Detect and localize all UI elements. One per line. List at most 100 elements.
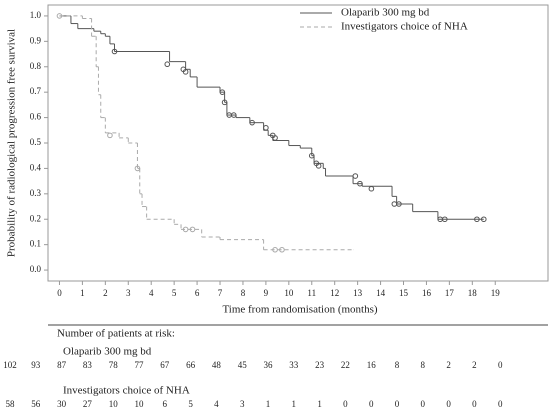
x-tick-label: 11: [307, 288, 316, 298]
risk-count: 10: [109, 399, 119, 409]
risk-count: 83: [83, 360, 93, 370]
legend-label: Investigators choice of NHA: [341, 21, 468, 33]
plot-frame: [47, 4, 549, 282]
censor-mark: [352, 173, 359, 179]
risk-count: 27: [83, 399, 93, 409]
censor-mark: [189, 226, 196, 233]
censor-mark: [249, 119, 255, 126]
risk-count: 67: [160, 360, 170, 370]
risk-count: 1: [317, 399, 322, 409]
censor-mark: [480, 216, 487, 223]
risk-count: 0: [498, 360, 503, 370]
risk-table-title: Number of patients at risk:: [57, 328, 175, 340]
x-tick-label: 18: [468, 288, 478, 298]
y-tick-label: 0.2: [30, 213, 41, 223]
risk-count: 4: [214, 399, 219, 409]
risk-count: 0: [395, 399, 400, 409]
x-tick-label: 3: [126, 288, 131, 298]
risk-count: 30: [57, 399, 67, 409]
risk-count: 2: [472, 360, 477, 370]
x-tick-label: 15: [399, 288, 409, 298]
y-axis-label: Probability of radiological progression …: [6, 29, 18, 257]
risk-count: 0: [446, 399, 451, 409]
risk-count: 78: [109, 360, 119, 370]
y-tick-label: 0.4: [30, 162, 42, 172]
x-tick-label: 16: [422, 288, 432, 298]
y-tick-label: 1.0: [30, 10, 42, 20]
risk-count: 8: [421, 360, 426, 370]
x-tick-label: 7: [218, 288, 223, 298]
censor-mark: [134, 165, 141, 172]
risk-row-name: Investigators choice of NHA: [63, 385, 190, 397]
risk-count: 0: [498, 399, 503, 409]
censor-mark: [308, 152, 315, 159]
censor-mark: [263, 124, 269, 131]
x-tick-label: 17: [445, 288, 455, 298]
censor-mark: [368, 185, 375, 192]
y-tick-label: 0.0: [30, 264, 42, 274]
risk-count: 58: [6, 399, 16, 409]
risk-count: 77: [135, 360, 145, 370]
x-tick-label: 6: [195, 288, 200, 298]
censor-mark: [182, 69, 189, 75]
censor-mark: [221, 99, 228, 106]
x-tick-label: 1: [80, 288, 85, 298]
risk-count: 87: [57, 360, 67, 370]
risk-count: 48: [212, 360, 222, 370]
risk-count: 36: [264, 360, 274, 370]
risk-count: 23: [315, 360, 325, 370]
risk-count: 22: [341, 360, 350, 370]
risk-count: 0: [343, 399, 348, 409]
x-tick-label: 10: [284, 288, 294, 298]
x-axis-label: Time from randomisation (months): [222, 304, 377, 316]
x-tick-label: 4: [149, 288, 154, 298]
y-tick-label: 0.7: [30, 86, 42, 96]
censor-mark: [107, 132, 113, 139]
legend-label: Olaparib 300 mg bd: [341, 7, 430, 19]
y-tick-label: 0.8: [30, 61, 42, 71]
risk-count: 93: [31, 360, 41, 370]
censor-mark: [474, 216, 480, 223]
x-tick-label: 2: [103, 288, 108, 298]
y-tick-label: 0.9: [30, 35, 42, 45]
risk-count: 5: [188, 399, 193, 409]
censor-mark: [182, 226, 189, 233]
censor-mark: [219, 89, 226, 95]
y-tick-label: 0.1: [30, 239, 41, 249]
risk-count: 16: [367, 360, 377, 370]
y-tick-label: 0.3: [30, 188, 42, 198]
censor-mark: [164, 61, 171, 68]
censor-mark: [396, 201, 402, 207]
censor-mark: [357, 180, 363, 187]
x-tick-label: 0: [57, 288, 62, 298]
risk-count: 56: [31, 399, 41, 409]
risk-count: 10: [135, 399, 145, 409]
risk-count: 33: [289, 360, 299, 370]
censor-mark: [272, 135, 278, 141]
x-tick-label: 19: [491, 288, 501, 298]
x-tick-label: 13: [353, 288, 363, 298]
risk-count: 66: [186, 360, 196, 370]
risk-count: 102: [3, 360, 17, 370]
risk-count: 1: [292, 399, 297, 409]
risk-count: 0: [421, 399, 426, 409]
x-tick-label: 12: [330, 288, 339, 298]
x-tick-label: 9: [264, 288, 269, 298]
risk-count: 6: [163, 399, 168, 409]
y-tick-label: 0.5: [30, 137, 42, 147]
risk-count: 3: [240, 399, 245, 409]
censor-mark: [279, 246, 285, 253]
risk-row-name: Olaparib 300 mg bd: [63, 346, 152, 358]
censor-mark: [391, 201, 398, 207]
risk-count: 45: [238, 360, 248, 370]
censor-mark: [272, 246, 278, 253]
censor-mark: [441, 216, 448, 223]
risk-count: 2: [446, 360, 451, 370]
y-tick-label: 0.6: [30, 112, 42, 122]
risk-count: 8: [395, 360, 400, 370]
censor-mark: [56, 13, 63, 19]
risk-count: 0: [472, 399, 477, 409]
x-tick-label: 8: [241, 288, 246, 298]
